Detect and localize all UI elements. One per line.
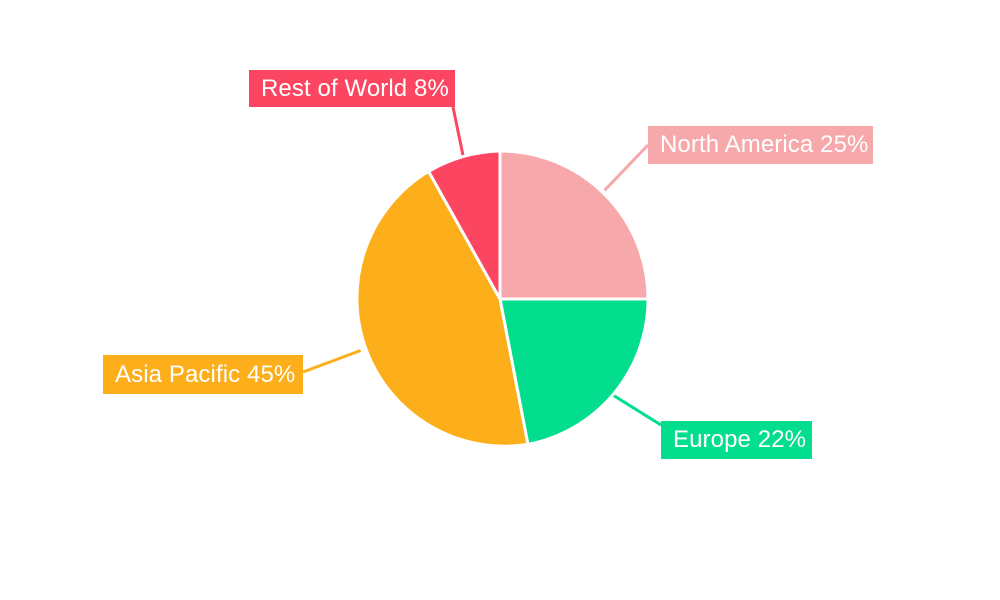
pie-label-rest-of-world-text: Rest of World 8%: [261, 74, 449, 102]
leader-line-europe: [611, 393, 662, 427]
leader-line-rest-of-world: [451, 106, 465, 158]
leader-line-asia-pacific: [302, 349, 362, 374]
pie-slice-asia-pacific: [355, 169, 530, 448]
pie-label-north-america: North America 25%: [648, 126, 873, 164]
pie-label-asia-pacific-text: Asia Pacific 45%: [115, 360, 296, 388]
pie-label-europe-text: Europe 22%: [673, 426, 807, 453]
pie-label-rest-of-world: Rest of World 8%: [249, 70, 455, 107]
pie-slice-rest-of-world: [427, 149, 502, 301]
leader-line-north-america: [603, 143, 650, 192]
pie-label-asia-pacific: Asia Pacific 45%: [103, 355, 303, 394]
pie-label-north-america-text: North America 25%: [660, 131, 869, 158]
pie-slice-europe: [498, 297, 650, 446]
pie-slice-north-america: [498, 149, 650, 301]
pie-label-europe: Europe 22%: [661, 421, 812, 459]
